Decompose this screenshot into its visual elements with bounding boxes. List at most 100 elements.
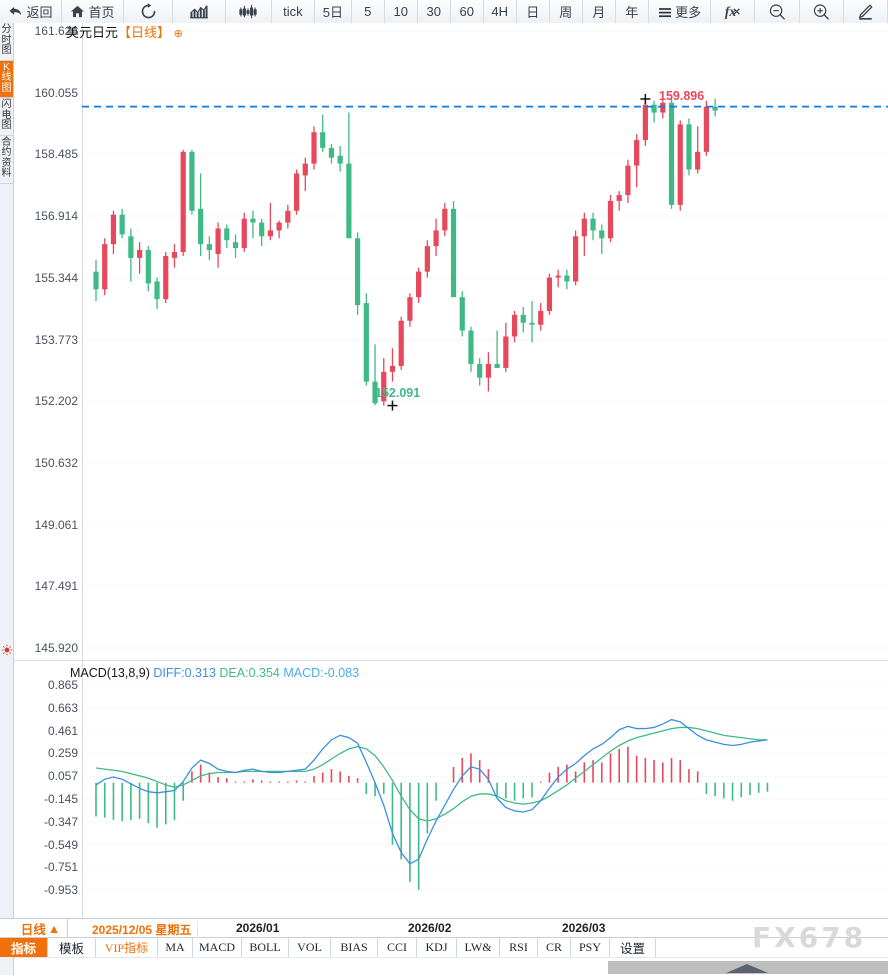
period-week-button[interactable]: 周 <box>550 0 583 23</box>
date-axis-label-0: 2025/12/05 星期五 <box>92 921 199 938</box>
period-5d-button[interactable]: 5日 <box>315 0 352 23</box>
indicator-tab-vip[interactable]: VIP指标 <box>96 938 158 957</box>
period-5-button[interactable]: 5 <box>352 0 385 23</box>
zoom-out-button[interactable] <box>755 0 800 23</box>
svg-text:fx: fx <box>725 4 737 19</box>
indicator-tab-ma[interactable]: MA <box>158 938 193 957</box>
price-axis-label-4: 155.344 <box>34 270 78 285</box>
indicator-tab-cci[interactable]: CCI <box>378 938 417 957</box>
more-button-label: 更多 <box>675 5 702 20</box>
period-60-button[interactable]: 60 <box>451 0 484 23</box>
period-month-button[interactable]: 月 <box>583 0 616 23</box>
symbol-period: 【日线】 <box>118 25 171 40</box>
price-axis-label-6: 152.202 <box>34 394 78 409</box>
period-10-button[interactable]: 10 <box>385 0 418 23</box>
period-day-button[interactable]: 日 <box>517 0 550 23</box>
indicator-tab-moban[interactable]: 模板 <box>48 938 96 957</box>
more-button[interactable]: 更多 <box>649 0 712 23</box>
period-60-button-label: 60 <box>459 4 474 19</box>
macd-axis-label-5: -0.145 <box>43 792 78 806</box>
period-30-button[interactable]: 30 <box>418 0 451 23</box>
period-4h-button-label: 4H <box>491 4 509 19</box>
indicator-tab-cci-label: CCI <box>386 940 407 954</box>
macd-panel[interactable]: 0.865 0.663 0.461 0.259 0.057 -0.145 -0.347 -0.… <box>14 660 888 919</box>
candlestick-icon <box>238 4 258 20</box>
indicator-bar-filler <box>656 938 888 957</box>
chart-button[interactable] <box>173 0 226 23</box>
candles-button[interactable] <box>226 0 272 23</box>
sidebar-item-timeshare[interactable]: 分时图 <box>0 23 13 61</box>
price-panel[interactable]: 161.626 160.055 158.485 156.914 155.344 153.7… <box>14 23 888 660</box>
tick-button-label: tick <box>283 4 303 19</box>
macd-axis-label-8: -0.751 <box>43 860 78 875</box>
period-year-button-label: 年 <box>625 5 639 20</box>
price-axis-label-2: 158.485 <box>34 147 78 162</box>
bottom-scrollbar[interactable] <box>0 957 888 976</box>
macd-axis-label-1: 0.663 <box>47 700 78 715</box>
low-price-label: 152.091 <box>375 386 421 400</box>
macd-header: MACD(13,8,9) DIFF:0.313 DEA:0.354 MACD:-… <box>70 666 359 680</box>
period-4h-button[interactable]: 4H <box>484 0 517 23</box>
sidebar-item-lightning[interactable]: 闪电图 <box>0 98 13 136</box>
indicator-tab-cr[interactable]: CR <box>538 938 571 957</box>
period-5-button-label: 5 <box>364 4 372 19</box>
indicator-tab-psy-label: PSY <box>578 940 601 954</box>
candlestick-plot <box>82 23 888 660</box>
price-axis-label-9: 147.491 <box>34 579 78 594</box>
date-axis: 日线 ▲ 2025/12/05 星期五 2026/01 2026/02 2026/03 <box>0 918 888 938</box>
price-axis-label-10: 145.920 <box>34 641 78 655</box>
indicator-tab-kdj-label: KDJ <box>425 940 448 954</box>
indicator-tab-kdj[interactable]: KDJ <box>417 938 457 957</box>
indicator-tab-rsi[interactable]: RSI <box>500 938 538 957</box>
indicator-tab-macd[interactable]: MACD <box>193 938 242 957</box>
indicator-tab-vol[interactable]: VOL <box>289 938 331 957</box>
indicator-tab-lwr-label: LW& <box>464 940 492 954</box>
indicator-tab-boll[interactable]: BOLL <box>242 938 289 957</box>
period-year-button[interactable]: 年 <box>616 0 649 23</box>
price-axis-label-3: 156.914 <box>34 209 78 224</box>
bar-chart-icon <box>189 4 209 20</box>
indicator-tab-bias[interactable]: BIAS <box>331 938 378 957</box>
crosshair-target-icon[interactable]: ⊕ <box>173 28 183 40</box>
formula-button[interactable]: fx <box>711 0 756 23</box>
home-button[interactable]: 首页 <box>62 0 124 23</box>
indicator-tab-lwr[interactable]: LW& <box>457 938 500 957</box>
price-axis-label-0: 161.626 <box>34 24 78 38</box>
high-price-label: 159.896 <box>659 89 705 103</box>
date-axis-label-2: 2026/02 <box>408 921 452 935</box>
symbol-name: 美元日元 <box>66 25 119 40</box>
macd-name: MACD(13,8,9) <box>70 666 150 680</box>
top-toolbar: 返回 首页 tick 5日 5 10 30 60 4H 日 周 月 年 更多 fx <box>0 0 888 24</box>
indicator-tab-moban-label: 模板 <box>58 942 84 956</box>
period-week-button-label: 周 <box>559 5 573 20</box>
period-selector-label: 日线 <box>20 923 46 937</box>
price-axis-label-8: 149.061 <box>34 517 78 532</box>
indicator-tab-zhibiao[interactable]: 指标 <box>0 938 48 957</box>
indicator-tab-bias-label: BIAS <box>340 940 368 954</box>
macd-axis-label-6: -0.347 <box>43 814 78 829</box>
indicator-tab-rsi-label: RSI <box>509 940 528 954</box>
scroll-up-arrow-icon[interactable] <box>726 964 768 973</box>
sidebar-item-contract[interactable]: 合约资料 <box>0 136 13 184</box>
indicator-tab-settings[interactable]: 设置 <box>610 938 656 957</box>
macd-axis-label-0: 0.865 <box>47 678 78 693</box>
chart-container[interactable]: 161.626 160.055 158.485 156.914 155.344 153.7… <box>14 23 888 919</box>
date-axis-label-1: 2026/01 <box>236 921 280 935</box>
period-day-button-label: 日 <box>526 5 540 20</box>
macd-plot <box>82 661 888 919</box>
chart-settings-gear-icon[interactable] <box>1 644 13 656</box>
zoom-in-button[interactable] <box>800 0 844 23</box>
zoom-in-icon <box>812 3 830 21</box>
macd-hist-value: MACD:-0.083 <box>283 666 360 680</box>
back-arrow-icon <box>8 5 23 18</box>
indicator-tab-boll-label: BOLL <box>249 940 281 954</box>
indicator-tab-psy[interactable]: PSY <box>571 938 610 957</box>
period-10-button-label: 10 <box>393 4 408 19</box>
draw-button[interactable] <box>844 0 888 23</box>
refresh-button[interactable] <box>124 0 174 23</box>
sidebar-bottom-stub <box>0 957 14 975</box>
back-button[interactable]: 返回 <box>0 0 62 23</box>
tick-button[interactable]: tick <box>272 0 316 23</box>
period-selector[interactable]: 日线 ▲ <box>14 919 68 938</box>
